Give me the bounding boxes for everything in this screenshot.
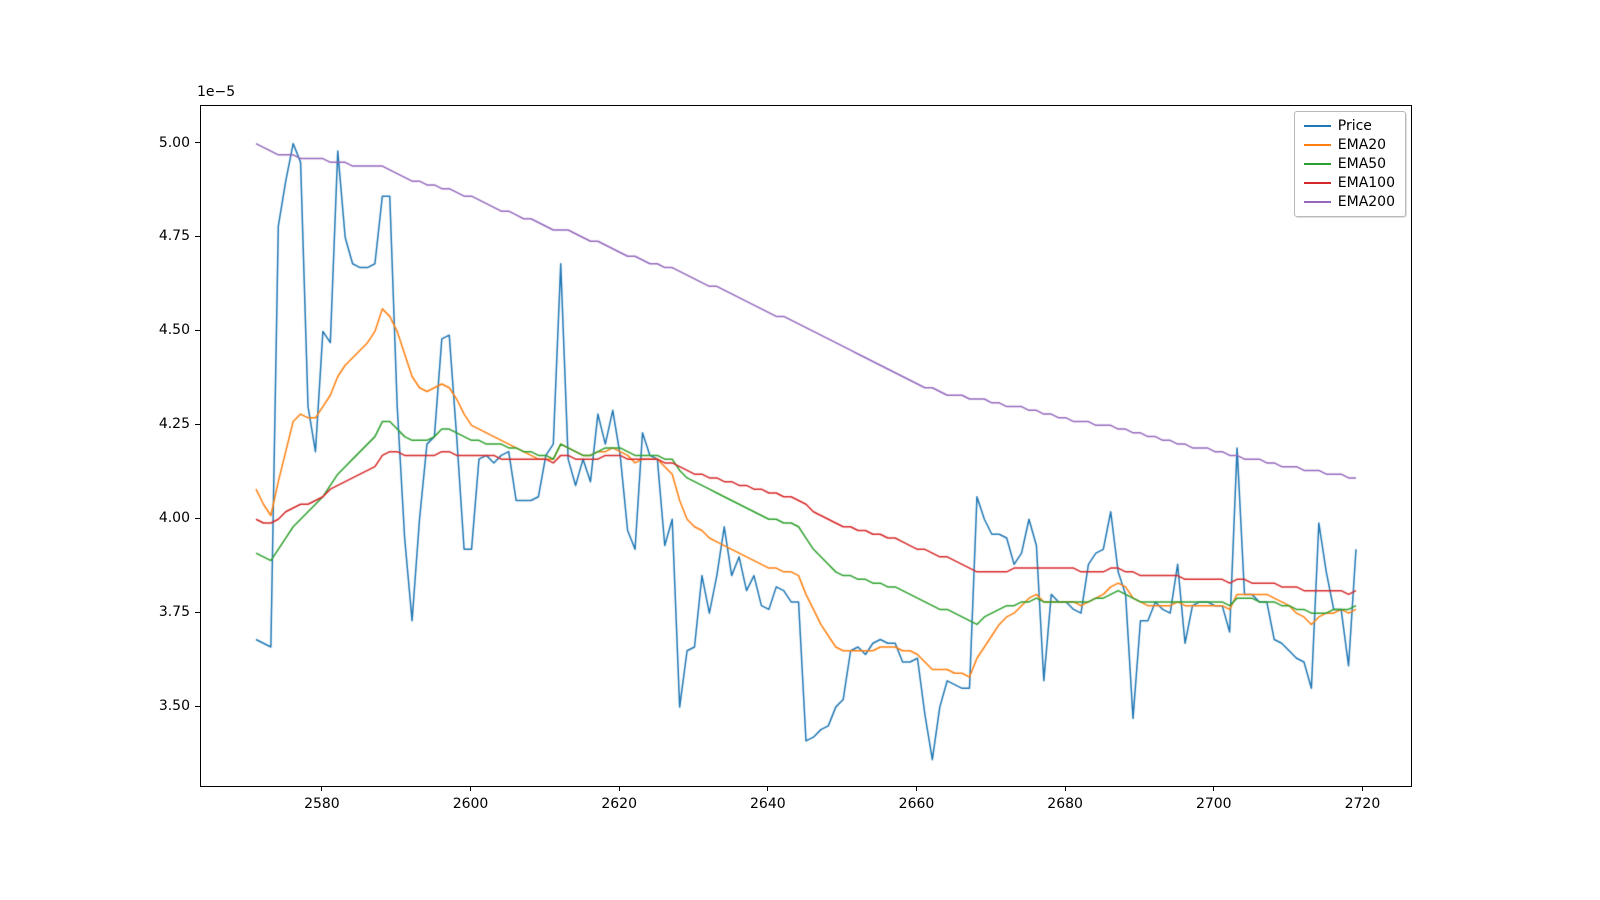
legend-label: Price	[1337, 118, 1372, 134]
x-tick-label: 2720	[1344, 796, 1381, 812]
y-tick-mark	[195, 611, 200, 613]
y-tick-label: 4.25	[158, 416, 190, 433]
y-tick-label: 5.00	[158, 134, 190, 151]
x-tick-mark	[1361, 786, 1363, 791]
x-tick-label: 2600	[452, 796, 489, 812]
y-tick-label: 3.75	[158, 604, 190, 621]
x-tick-label: 2580	[304, 796, 340, 812]
x-tick-mark	[915, 786, 917, 791]
y-tick-label: 3.50	[158, 698, 190, 715]
legend-line-sample	[1303, 144, 1331, 146]
y-tick-mark	[195, 235, 200, 237]
legend-item-ema100: EMA100	[1303, 175, 1395, 191]
legend-line-sample	[1303, 182, 1331, 184]
x-tick-label: 2660	[898, 796, 935, 812]
x-tick-label: 2700	[1195, 796, 1232, 812]
plot-area: Price EMA20 EMA50 EMA100 EMA200	[200, 105, 1412, 787]
y-tick-mark	[195, 329, 200, 331]
x-tick-mark	[470, 786, 472, 791]
legend-label: EMA200	[1337, 194, 1395, 210]
legend-line-sample	[1303, 125, 1331, 127]
x-tick-mark	[1064, 786, 1066, 791]
legend-label: EMA100	[1337, 175, 1395, 191]
legend-item-price: Price	[1303, 118, 1395, 134]
legend-label: EMA50	[1337, 156, 1387, 172]
y-tick-label: 4.75	[158, 228, 190, 245]
y-tick-label: 4.00	[158, 510, 190, 527]
legend-label: EMA20	[1337, 137, 1387, 153]
legend-item-ema20: EMA20	[1303, 137, 1395, 153]
legend: Price EMA20 EMA50 EMA100 EMA200	[1293, 111, 1406, 217]
legend-line-sample	[1303, 163, 1331, 165]
y-tick-mark	[195, 517, 200, 519]
legend-line-sample	[1303, 201, 1331, 203]
y-axis-offset-label: 1e−5	[197, 84, 236, 100]
x-tick-label: 2640	[750, 796, 786, 812]
x-tick-mark	[321, 786, 323, 791]
y-tick-mark	[195, 142, 200, 144]
legend-item-ema50: EMA50	[1303, 156, 1395, 172]
legend-item-ema200: EMA200	[1303, 194, 1395, 210]
x-tick-label: 2620	[601, 796, 637, 812]
x-tick-mark	[767, 786, 769, 791]
chart-canvas	[201, 106, 1411, 786]
x-tick-mark	[618, 786, 620, 791]
y-tick-mark	[195, 423, 200, 425]
x-tick-mark	[1213, 786, 1215, 791]
y-tick-label: 4.50	[158, 322, 190, 339]
y-tick-mark	[195, 705, 200, 707]
x-tick-label: 2680	[1047, 796, 1083, 812]
